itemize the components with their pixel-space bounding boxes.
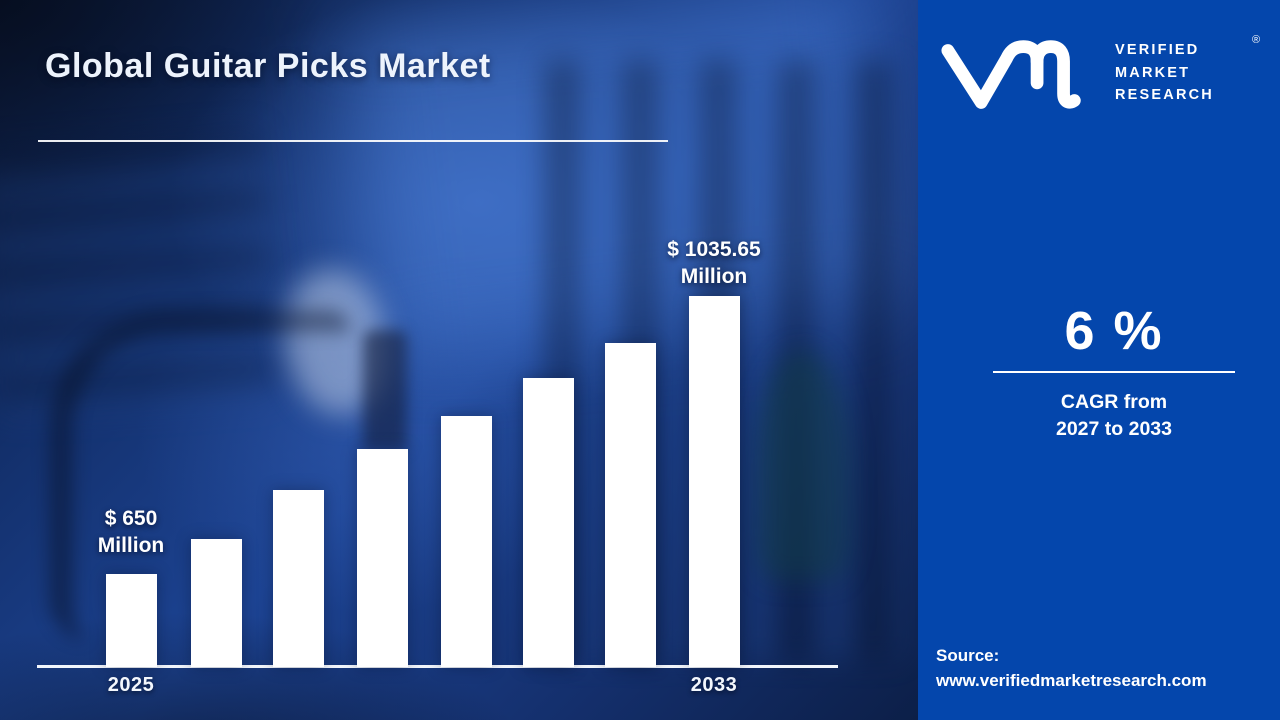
panel-divider-shadow	[884, 0, 918, 720]
bar-1	[105, 574, 157, 667]
value-label-line: Million	[680, 265, 748, 288]
registered-trademark: ®	[1252, 34, 1261, 46]
bar-chart: 2025 2033 $ 650 Million $ 1035.65 Million	[37, 236, 838, 696]
cagr-caption-line: 2027 to 2033	[1055, 418, 1172, 440]
x-axis-line	[37, 665, 838, 668]
wordmark-line: MARKET	[1115, 64, 1191, 81]
cagr-caption: CAGR from 2027 to 2033	[954, 389, 1274, 443]
value-label-1: $ 650 Million	[98, 505, 165, 559]
wordmark-line: RESEARCH	[1115, 87, 1214, 103]
value-label-line: Million	[97, 534, 165, 557]
vmr-logo-wordmark: VERIFIED MARKET RESEARCH	[1115, 39, 1214, 107]
sidebar: VERIFIED MARKET RESEARCH ® 6 % CAGR from…	[918, 0, 1280, 720]
source-block: Source: www.verifiedmarketresearch.com	[936, 643, 1207, 693]
value-label-line: $ 650	[104, 507, 158, 530]
bar-7	[604, 343, 656, 667]
cagr-caption-line: CAGR from	[1060, 391, 1168, 413]
x-tick-2025: 2025	[107, 674, 155, 696]
value-label-line: $ 1035.65	[667, 238, 761, 261]
bar-8	[688, 296, 740, 667]
bar-6	[522, 378, 574, 667]
chart-panel: Global Guitar Picks Market 2025 2033 $ 650…	[0, 0, 918, 720]
source-label: Source:	[936, 646, 1000, 665]
source-url[interactable]: www.verifiedmarketresearch.com	[936, 671, 1207, 690]
vmr-logo-icon	[941, 40, 1081, 109]
title-underline	[38, 140, 668, 142]
cagr-value: 6 %	[1064, 301, 1164, 361]
bar-2	[190, 539, 242, 667]
value-label-8: $ 1035.65 Million	[667, 236, 760, 290]
bar-5	[440, 416, 492, 667]
wordmark-line: VERIFIED	[1115, 42, 1200, 58]
bar-3	[272, 490, 324, 667]
page-title: Global Guitar Picks Market	[45, 47, 491, 85]
x-tick-2033: 2033	[690, 674, 738, 696]
bar-4	[356, 449, 408, 667]
cagr-divider	[993, 371, 1235, 373]
